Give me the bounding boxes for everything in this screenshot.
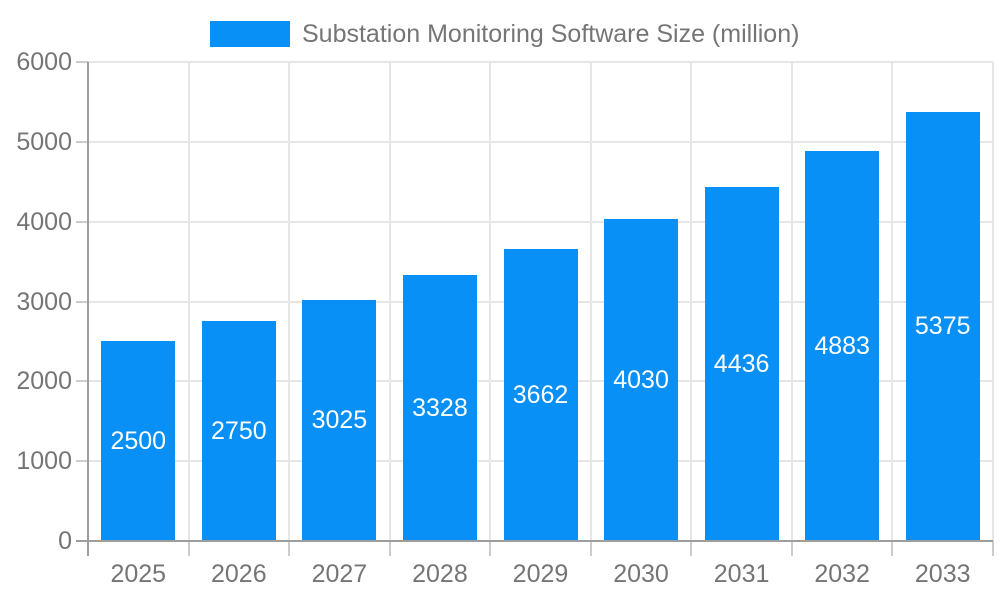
bar-value-label: 2750 (211, 417, 267, 446)
gridline-vertical (891, 62, 894, 541)
bar-value-label: 3328 (412, 394, 468, 423)
gridline-horizontal (88, 140, 993, 143)
x-axis-tick-label: 2033 (914, 560, 971, 588)
legend-label: Substation Monitoring Software Size (mil… (302, 20, 800, 48)
gridline-vertical (790, 62, 793, 541)
x-axis-tick-label: 2028 (412, 560, 468, 588)
y-tick-mark (76, 300, 88, 303)
x-tick-mark (891, 541, 894, 556)
x-tick-mark (992, 541, 994, 556)
bar (805, 151, 880, 541)
x-axis-tick-label: 2031 (713, 560, 770, 588)
x-axis-tick-label: 2025 (110, 560, 167, 588)
bar-value-label: 4883 (814, 332, 870, 361)
x-tick-mark (187, 541, 190, 556)
x-axis-tick-label: 2027 (311, 560, 368, 588)
y-axis-tick-label: 4000 (16, 207, 72, 236)
gridline-vertical (388, 62, 391, 541)
bar (704, 186, 779, 541)
gridline-vertical (992, 62, 994, 541)
x-tick-mark (589, 541, 592, 556)
y-axis-tick-label: 5000 (16, 127, 72, 156)
x-axis-tick-label: 2032 (814, 560, 870, 588)
y-tick-mark (76, 140, 88, 143)
gridline-horizontal (88, 61, 993, 63)
y-axis-tick-label: 1000 (16, 447, 72, 476)
y-axis-tick-label: 0 (58, 527, 72, 555)
bar-value-label: 4436 (713, 349, 770, 378)
x-axis-line (76, 540, 993, 542)
y-axis-tick-label: 6000 (16, 48, 72, 76)
bar-value-label: 5375 (914, 312, 971, 341)
legend-swatch (210, 21, 290, 47)
gridline-vertical (489, 62, 492, 541)
y-tick-mark (76, 380, 88, 383)
bar (402, 275, 477, 541)
x-tick-mark (690, 541, 693, 556)
x-tick-mark (489, 541, 492, 556)
x-axis-tick-label: 2030 (613, 560, 669, 588)
y-tick-mark (76, 61, 88, 63)
bar (905, 111, 980, 541)
y-axis-line (87, 62, 89, 556)
y-axis-tick-label: 3000 (16, 287, 72, 316)
x-axis-tick-label: 2029 (512, 560, 569, 588)
x-axis-tick-label: 2026 (211, 560, 267, 588)
gridline-vertical (690, 62, 693, 541)
x-tick-mark (288, 541, 291, 556)
bar-value-label: 3025 (311, 406, 368, 435)
y-tick-mark (76, 460, 88, 463)
gridline-vertical (589, 62, 592, 541)
bar-value-label: 4030 (613, 366, 669, 395)
bar-value-label: 3662 (512, 380, 569, 409)
bar (101, 341, 176, 541)
gridline-horizontal (88, 220, 993, 223)
x-tick-mark (388, 541, 391, 556)
bar (604, 219, 679, 541)
x-tick-mark (790, 541, 793, 556)
gridline-vertical (288, 62, 291, 541)
gridline-vertical (187, 62, 190, 541)
y-tick-mark (76, 220, 88, 223)
y-axis-tick-label: 2000 (16, 367, 72, 396)
bar (302, 299, 377, 541)
bar (201, 321, 276, 541)
legend: Substation Monitoring Software Size (mil… (210, 21, 799, 47)
bar (503, 248, 578, 541)
bar-value-label: 2500 (110, 427, 167, 456)
